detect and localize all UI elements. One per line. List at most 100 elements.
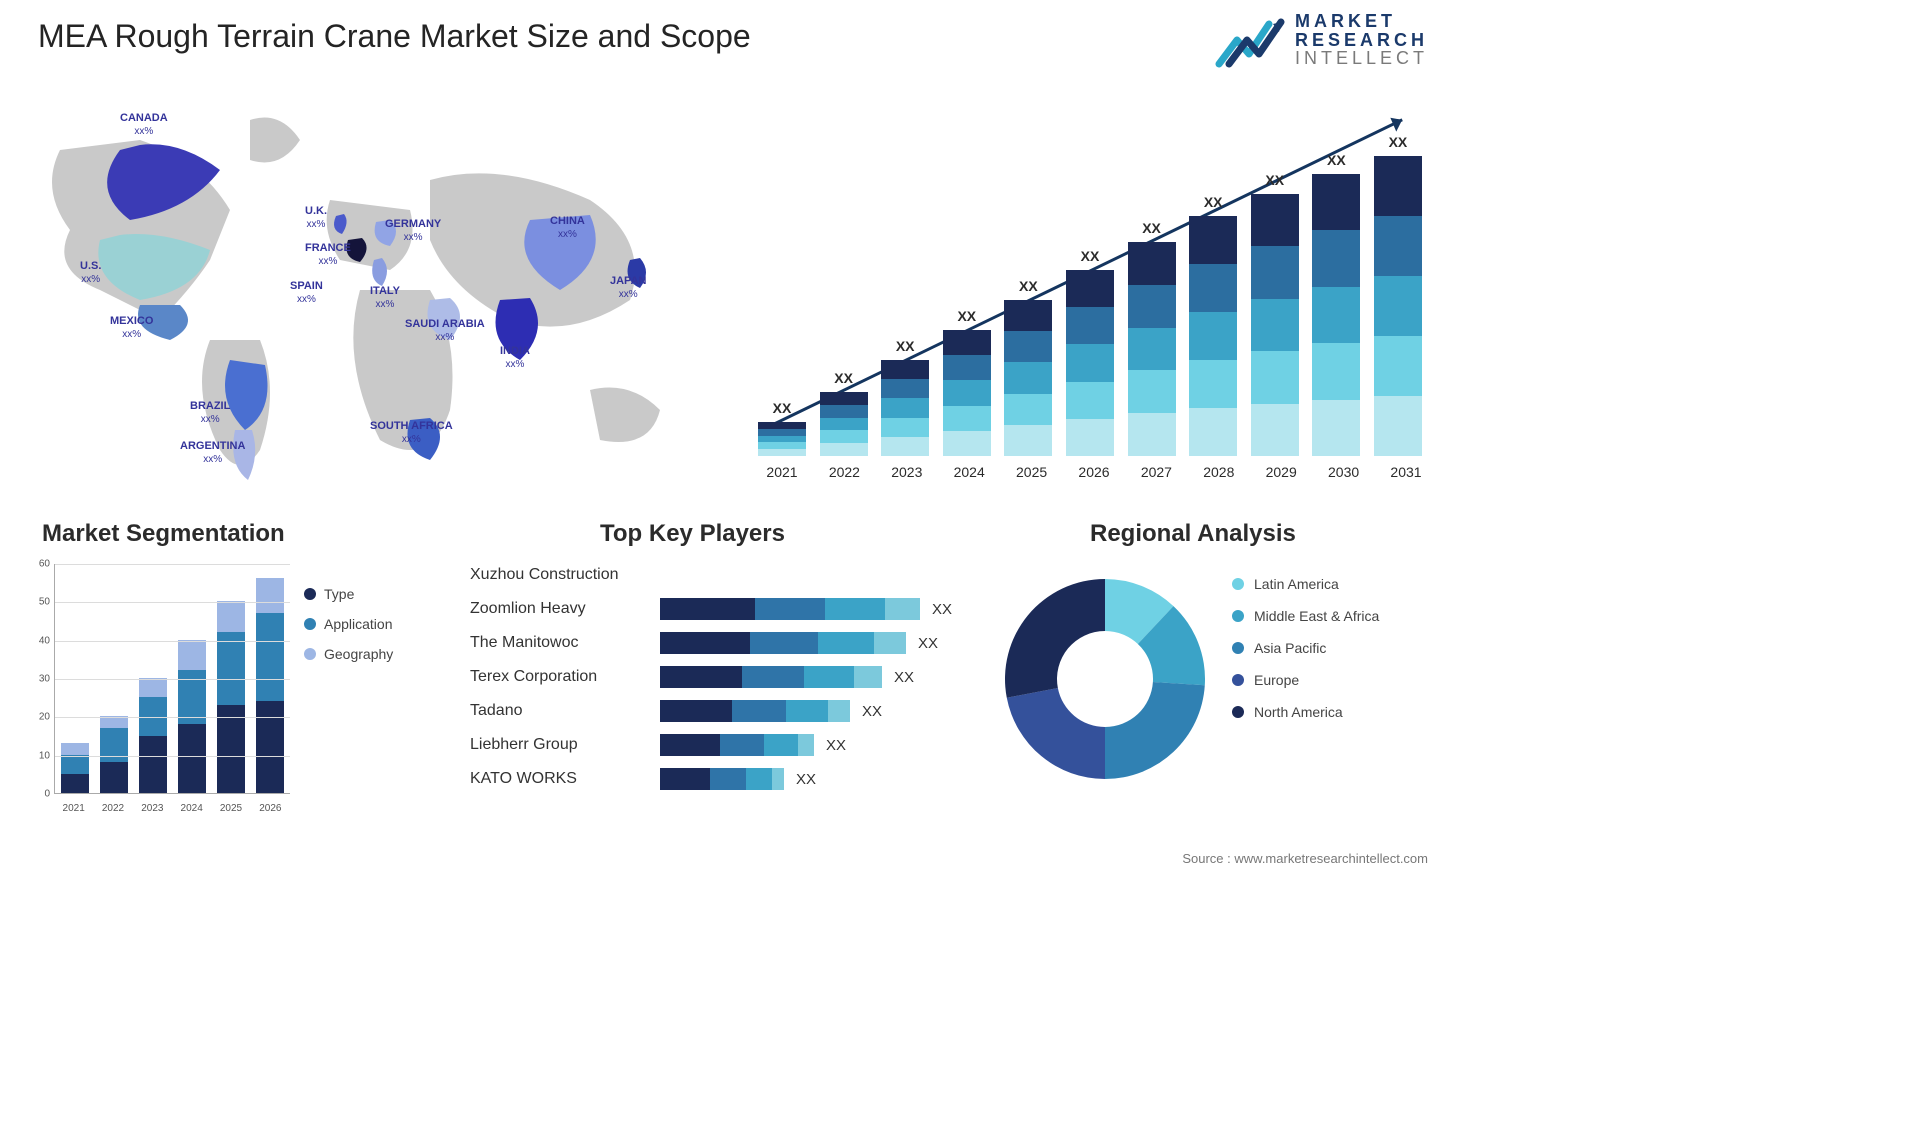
forecast-year: 2022 <box>816 464 872 480</box>
seg-bar <box>256 578 284 793</box>
seg-bar <box>61 743 89 793</box>
seg-bar <box>139 678 167 793</box>
seg-legend-item: Type <box>304 586 393 602</box>
map-label: CHINAxx% <box>550 215 585 240</box>
donut-slice <box>1005 579 1105 698</box>
kp-bar <box>660 700 850 722</box>
seg-ytick: 10 <box>39 750 50 761</box>
forecast-bar: XX <box>816 370 872 456</box>
seg-ytick: 0 <box>44 789 50 800</box>
kp-value: XX <box>894 669 914 686</box>
kp-name: Liebherr Group <box>470 736 660 754</box>
kp-name: Tadano <box>470 702 660 720</box>
source-text: Source : www.marketresearchintellect.com <box>1182 851 1428 866</box>
forecast-value: XX <box>896 338 915 354</box>
seg-year: 2024 <box>175 803 209 814</box>
forecast-chart: XXXXXXXXXXXXXXXXXXXXXX 20212022202320242… <box>750 100 1430 480</box>
seg-ytick: 50 <box>39 597 50 608</box>
forecast-value: XX <box>1081 248 1100 264</box>
segmentation-legend: Type Application Geography <box>304 586 393 676</box>
seg-legend-item: Application <box>304 616 393 632</box>
forecast-value: XX <box>834 370 853 386</box>
page-title: MEA Rough Terrain Crane Market Size and … <box>38 18 751 55</box>
kp-row: Terex Corporation XX <box>470 660 970 694</box>
kp-name: The Manitowoc <box>470 634 660 652</box>
forecast-year: 2023 <box>879 464 935 480</box>
segmentation-section: Market Segmentation 0102030405060 202120… <box>30 520 440 820</box>
logo-text-3: INTELLECT <box>1295 49 1428 68</box>
map-label: ITALYxx% <box>370 285 400 310</box>
map-label: BRAZILxx% <box>190 400 230 425</box>
forecast-bar: XX <box>1000 278 1056 456</box>
forecast-value: XX <box>1265 172 1284 188</box>
kp-row: Liebherr Group XX <box>470 728 970 762</box>
kp-row: KATO WORKSXX <box>470 762 970 796</box>
key-players-section: Top Key Players Xuzhou Construction Zooml… <box>470 520 970 840</box>
regional-legend-item: Middle East & Africa <box>1232 608 1379 624</box>
kp-row: Zoomlion Heavy XX <box>470 592 970 626</box>
key-players-chart: Xuzhou Construction Zoomlion Heavy XX The M… <box>470 558 970 796</box>
world-map: CANADAxx%U.S.xx%MEXICOxx%BRAZILxx%ARGENT… <box>30 90 720 490</box>
forecast-bar: XX <box>1247 172 1303 456</box>
kp-bar <box>660 598 920 620</box>
map-label: FRANCExx% <box>305 242 351 267</box>
map-label: INDIAxx% <box>500 345 530 370</box>
seg-year: 2025 <box>214 803 248 814</box>
kp-row: TadanoXX <box>470 694 970 728</box>
map-label: GERMANYxx% <box>385 218 441 243</box>
segmentation-chart: 0102030405060 202120222023202420252026 <box>30 564 290 814</box>
seg-ytick: 40 <box>39 635 50 646</box>
forecast-bar: XX <box>877 338 933 456</box>
map-label: U.S.xx% <box>80 260 101 285</box>
map-label: U.K.xx% <box>305 205 327 230</box>
forecast-year: 2025 <box>1004 464 1060 480</box>
forecast-bar: XX <box>939 308 995 456</box>
forecast-year: 2028 <box>1191 464 1247 480</box>
seg-ytick: 20 <box>39 712 50 723</box>
regional-legend-item: Asia Pacific <box>1232 640 1379 656</box>
forecast-bar: XX <box>754 400 810 456</box>
logo: MARKET RESEARCH INTELLECT <box>1215 10 1428 70</box>
seg-year: 2026 <box>253 803 287 814</box>
forecast-year: 2026 <box>1066 464 1122 480</box>
seg-legend-item: Geography <box>304 646 393 662</box>
seg-ytick: 30 <box>39 674 50 685</box>
donut-slice <box>1105 682 1205 779</box>
forecast-value: XX <box>1142 220 1161 236</box>
kp-name: Zoomlion Heavy <box>470 600 660 618</box>
kp-bar <box>660 632 906 654</box>
forecast-value: XX <box>1204 194 1223 210</box>
map-label: MEXICOxx% <box>110 315 153 340</box>
seg-bar <box>217 601 245 793</box>
kp-row: Xuzhou Construction <box>470 558 970 592</box>
forecast-bar: XX <box>1124 220 1180 456</box>
forecast-year: 2030 <box>1316 464 1372 480</box>
forecast-value: XX <box>1389 134 1408 150</box>
map-label: SPAINxx% <box>290 280 323 305</box>
forecast-bar: XX <box>1062 248 1118 456</box>
kp-bar <box>660 666 882 688</box>
forecast-year: 2029 <box>1253 464 1309 480</box>
forecast-value: XX <box>1019 278 1038 294</box>
kp-value: XX <box>918 635 938 652</box>
forecast-bar: XX <box>1308 152 1364 456</box>
kp-name: Xuzhou Construction <box>470 566 660 584</box>
forecast-year: 2027 <box>1128 464 1184 480</box>
key-players-title: Top Key Players <box>600 520 785 548</box>
kp-name: Terex Corporation <box>470 668 660 686</box>
kp-value: XX <box>932 601 952 618</box>
forecast-value: XX <box>773 400 792 416</box>
seg-year: 2022 <box>96 803 130 814</box>
regional-section: Regional Analysis Latin AmericaMiddle Ea… <box>1000 520 1440 840</box>
map-label: CANADAxx% <box>120 112 168 137</box>
seg-year: 2021 <box>57 803 91 814</box>
seg-year: 2023 <box>135 803 169 814</box>
logo-icon <box>1215 10 1285 70</box>
map-label: SAUDI ARABIAxx% <box>405 318 485 343</box>
regional-legend-item: Europe <box>1232 672 1379 688</box>
regional-legend: Latin AmericaMiddle East & AfricaAsia Pa… <box>1232 576 1379 736</box>
forecast-bar: XX <box>1185 194 1241 456</box>
kp-value: XX <box>826 737 846 754</box>
forecast-bar: XX <box>1370 134 1426 456</box>
logo-text-1: MARKET <box>1295 12 1428 31</box>
